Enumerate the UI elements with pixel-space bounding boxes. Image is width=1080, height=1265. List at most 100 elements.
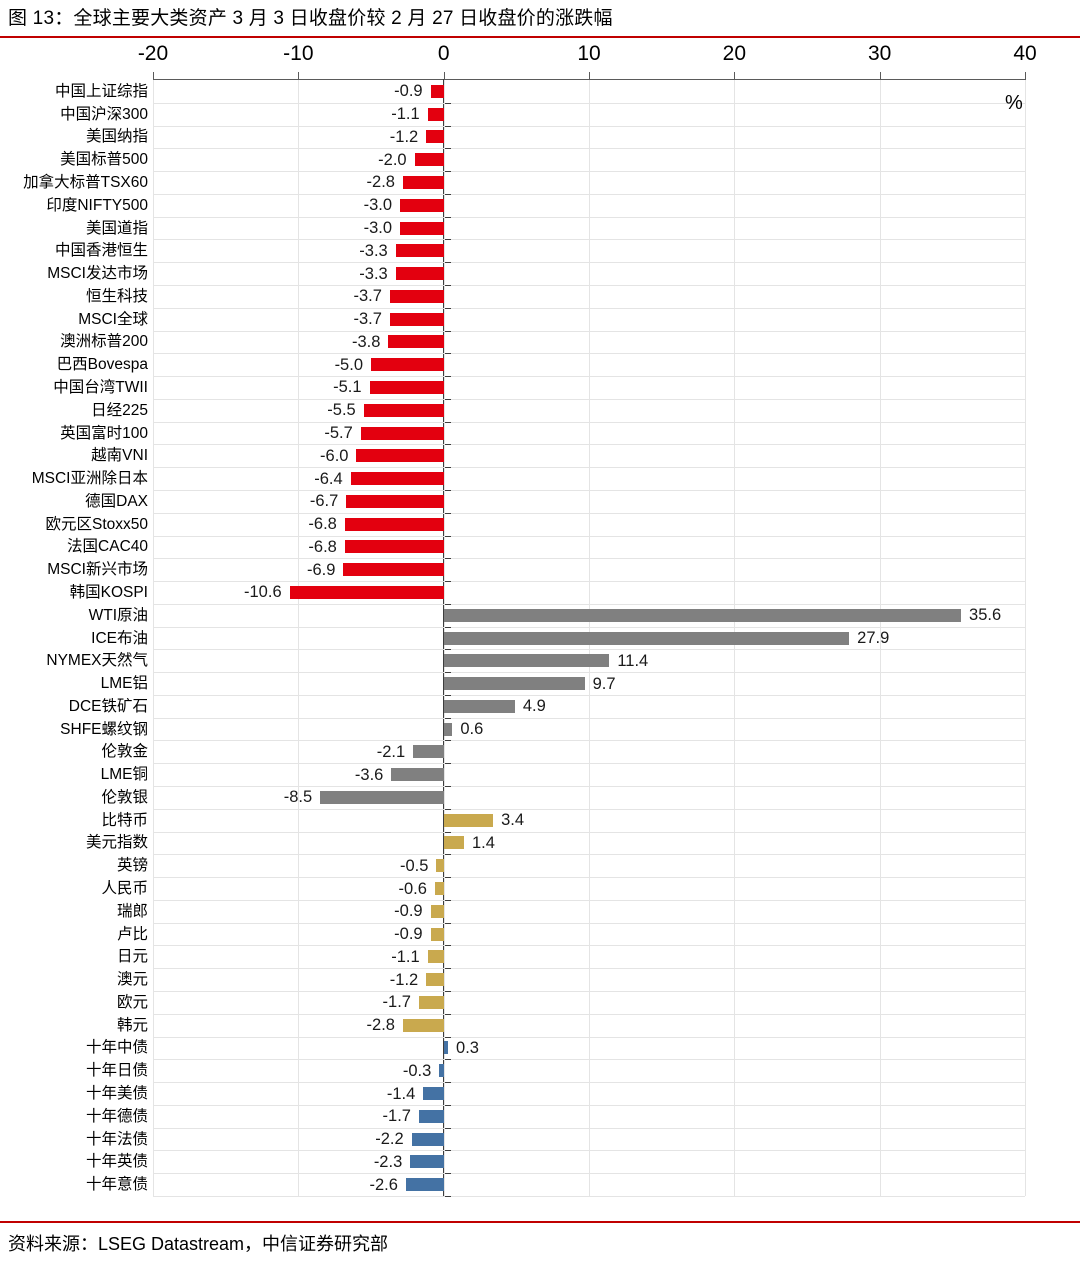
row-separator [153, 1104, 1025, 1106]
row-separator [153, 239, 1025, 241]
category-label: 韩元 [116, 1016, 148, 1034]
bar-value-label: -5.0 [334, 355, 363, 374]
category-label: MSCI新兴市场 [47, 561, 148, 579]
bar-value-label: -6.0 [320, 446, 349, 465]
bar-value-label: 27.9 [857, 629, 890, 647]
bar [418, 995, 444, 1009]
bar-value-label: -2.3 [373, 1152, 403, 1171]
row-separator [153, 398, 1025, 400]
row-separator [153, 694, 1025, 696]
bar [443, 722, 453, 736]
category-label: SHFE螺纹钢 [60, 720, 148, 738]
bar [443, 631, 850, 645]
bar-value-label: -5.5 [327, 401, 356, 420]
category-tick [445, 854, 451, 856]
row-separator [153, 991, 1025, 993]
bar [389, 312, 444, 326]
row-separator [153, 808, 1025, 810]
bar [436, 859, 444, 873]
bar-value-label: 4.9 [522, 697, 546, 716]
category-label: LME铜 [100, 766, 148, 784]
category-label: 十年日债 [85, 1062, 148, 1080]
category-label: 日经225 [91, 401, 148, 419]
category-tick [445, 1196, 451, 1197]
bar [389, 289, 444, 303]
category-label: 英镑 [116, 857, 148, 875]
category-tick [445, 512, 451, 514]
bar-value-label: -3.3 [359, 264, 388, 283]
category-label: MSCI亚洲除日本 [31, 470, 148, 488]
bar-value-label: -6.7 [309, 492, 339, 511]
category-tick [445, 1036, 451, 1038]
bar-value-label: -0.9 [394, 82, 423, 101]
title-divider [0, 36, 1080, 38]
bar [402, 1018, 444, 1032]
bar [346, 494, 444, 508]
category-tick [445, 239, 451, 241]
bar-value-label: -8.5 [283, 788, 313, 807]
bar [400, 221, 444, 235]
bar-value-label: -0.6 [398, 879, 427, 898]
category-label: 伦敦银 [101, 788, 148, 806]
category-axis: 中国上证综指 中国沪深300 美国纳指 美国标普500 加拿大标普TSX60 印度NIFT… [0, 80, 148, 1196]
row-separator [153, 535, 1025, 537]
category-tick [445, 489, 451, 491]
row-separator [153, 1150, 1025, 1152]
bar [443, 813, 494, 827]
bar-value-label: -1.2 [389, 127, 419, 146]
category-label: 中国香港恒生 [54, 242, 148, 260]
x-axis-tick [1025, 72, 1026, 80]
bar [411, 1132, 444, 1146]
bar-value-label: -6.8 [308, 537, 337, 556]
category-label: 澳元 [116, 971, 148, 989]
row-separator [153, 1196, 1025, 1197]
category-tick [445, 740, 451, 742]
bar [434, 882, 444, 896]
row-separator [153, 216, 1025, 218]
row-separator [153, 763, 1025, 765]
bar [443, 1041, 449, 1055]
category-tick [445, 694, 451, 696]
category-tick [445, 467, 451, 469]
row-separator [153, 877, 1025, 879]
row-separator [153, 603, 1025, 605]
category-tick [445, 330, 451, 332]
row-separator [153, 649, 1025, 651]
category-label: 瑞郎 [116, 902, 148, 920]
category-tick [445, 945, 451, 947]
category-label: 美元指数 [85, 834, 148, 852]
bar-value-label: -1.1 [391, 947, 420, 966]
category-label: 巴西Bovespa [56, 356, 148, 374]
x-axis-tick-label: 0 [437, 42, 450, 65]
bar [427, 107, 444, 121]
plot-area: -0.9 -1.1 -1.2 -2.0 -2.8 -3.0 -3.0 -3.3 -3.3 -3.7… [153, 80, 1026, 1197]
bar-value-label: -5.1 [333, 378, 362, 397]
row-separator [153, 945, 1025, 947]
row-separator [153, 193, 1025, 195]
category-tick [445, 125, 451, 127]
bar [439, 1064, 444, 1078]
bar-value-label: -6.8 [308, 515, 337, 534]
category-label: 比特币 [101, 811, 148, 829]
bar [320, 790, 444, 804]
footer-divider [0, 1221, 1080, 1223]
bar-value-label: -6.9 [306, 560, 336, 579]
x-axis-tick-label: 30 [867, 42, 892, 65]
category-tick [445, 1082, 451, 1084]
row-separator [153, 421, 1025, 423]
category-tick [445, 763, 451, 765]
bar-value-label: -3.7 [353, 310, 382, 329]
row-separator [153, 786, 1025, 788]
row-separator [153, 353, 1025, 355]
bar [426, 973, 444, 987]
bar [427, 950, 444, 964]
bar-value-label: -1.2 [389, 970, 419, 989]
bar [426, 130, 444, 144]
category-tick [445, 171, 451, 173]
bar-value-label: -1.4 [386, 1084, 416, 1103]
bar-value-label: -0.9 [394, 902, 423, 921]
row-separator [153, 854, 1025, 856]
row-separator [153, 1036, 1025, 1038]
category-tick [445, 1173, 451, 1175]
bar [402, 175, 444, 189]
